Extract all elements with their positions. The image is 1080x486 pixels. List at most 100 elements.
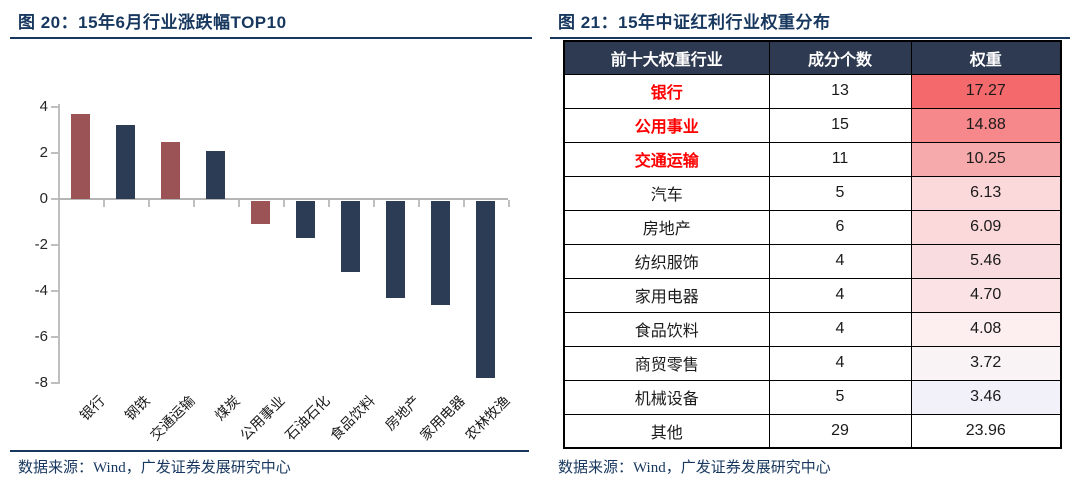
count-cell: 4 — [768, 345, 912, 381]
table-header-row: 前十大权重行业 成分个数 权重 — [563, 40, 1062, 75]
bar-家用电器 — [430, 201, 450, 305]
figure-20-title: 图 20：15年6月行业涨跌幅TOP10 — [18, 13, 287, 32]
industry-cell: 商贸零售 — [563, 345, 770, 381]
x-axis-tick — [327, 200, 330, 207]
count-cell: 6 — [768, 209, 912, 245]
x-axis-label: 交通运输 — [146, 392, 198, 444]
industry-cell: 公用事业 — [563, 107, 770, 143]
industry-cell: 房地产 — [563, 209, 770, 245]
figure-21-title-rule — [550, 37, 1070, 39]
y-axis-label: -6 — [34, 328, 48, 345]
x-axis-tick — [102, 200, 105, 207]
y-axis-tick — [51, 244, 58, 246]
industry-cell: 交通运输 — [563, 141, 770, 177]
table-row: 机械设备 5 3.46 — [563, 379, 1062, 415]
weights-table: 前十大权重行业 成分个数 权重 银行 13 17.27 公用事业 15 14.88 交通运输 11… — [563, 40, 1062, 449]
x-axis-label: 农林牧渔 — [461, 392, 513, 444]
y-axis-tick — [51, 106, 58, 108]
bar-农林牧渔 — [475, 201, 495, 379]
x-axis-label: 家用电器 — [416, 392, 468, 444]
x-axis-label: 煤炭 — [211, 392, 243, 424]
industry-cell: 机械设备 — [563, 379, 770, 415]
x-axis-tick — [507, 200, 510, 207]
weight-cell: 17.27 — [910, 73, 1062, 109]
x-axis-tick — [192, 200, 195, 207]
y-axis-tick — [51, 336, 58, 338]
count-cell: 4 — [768, 243, 912, 279]
source-note-right: 数据来源：Wind，广发证券发展研究中心 — [558, 460, 831, 476]
weight-cell: 5.46 — [910, 243, 1062, 279]
y-axis-label: 0 — [39, 190, 48, 207]
count-cell: 15 — [768, 107, 912, 143]
table-row: 交通运输 11 10.25 — [563, 141, 1062, 177]
weight-cell: 6.09 — [910, 209, 1062, 245]
x-axis-label: 银行 — [76, 392, 108, 424]
weight-cell: 3.72 — [910, 345, 1062, 381]
count-cell: 5 — [768, 175, 912, 211]
weight-cell: 14.88 — [910, 107, 1062, 143]
x-axis-tick — [417, 200, 420, 207]
weight-cell: 4.08 — [910, 311, 1062, 347]
x-axis-label: 公用事业 — [236, 392, 288, 444]
industry-cell: 纺织服饰 — [563, 243, 770, 279]
table-row: 房地产 6 6.09 — [563, 209, 1062, 245]
weight-cell: 23.96 — [910, 413, 1062, 449]
industry-cell: 家用电器 — [563, 277, 770, 313]
industry-cell: 银行 — [563, 73, 770, 109]
count-cell: 4 — [768, 277, 912, 313]
y-axis-tick — [51, 152, 58, 154]
y-axis — [58, 104, 60, 384]
count-cell: 11 — [768, 141, 912, 177]
x-axis-label: 石油石化 — [281, 392, 333, 444]
table-row: 银行 13 17.27 — [563, 73, 1062, 109]
industry-cell: 其他 — [563, 413, 770, 449]
table-row: 商贸零售 4 3.72 — [563, 345, 1062, 381]
x-axis-tick — [372, 200, 375, 207]
y-axis-label: -8 — [34, 374, 48, 391]
bar-食品饮料 — [340, 201, 360, 273]
table-row: 家用电器 4 4.70 — [563, 277, 1062, 313]
x-axis-tick — [282, 200, 285, 207]
table-row: 汽车 5 6.13 — [563, 175, 1062, 211]
weight-cell: 6.13 — [910, 175, 1062, 211]
figure-21-title: 图 21：15年中证红利行业权重分布 — [558, 13, 831, 32]
bar-钢铁 — [115, 125, 135, 199]
weight-cell: 4.70 — [910, 277, 1062, 313]
bar-银行 — [70, 113, 90, 199]
y-axis-tick — [51, 290, 58, 292]
bar-煤炭 — [205, 150, 225, 199]
count-cell: 13 — [768, 73, 912, 109]
y-axis-tick — [51, 198, 58, 200]
figure-21-panel: 图 21：15年中证红利行业权重分布 前十大权重行业 成分个数 权重 银行 13 17.… — [550, 0, 1070, 486]
y-axis-label: 4 — [39, 98, 48, 115]
count-cell: 29 — [768, 413, 912, 449]
x-axis-tick — [237, 200, 240, 207]
table-row: 食品饮料 4 4.08 — [563, 311, 1062, 347]
industry-change-bar-chart: 4 2 0 -2 -4 -6 -8 银行 钢铁 交通运输 煤炭 公用事业 石油石化 食品饮料 房地产 家用电器… — [10, 40, 532, 443]
bar-交通运输 — [160, 141, 180, 199]
x-axis-tick — [57, 200, 60, 207]
x-axis-tick — [462, 200, 465, 207]
y-axis-tick — [51, 382, 58, 384]
count-cell: 5 — [768, 379, 912, 415]
count-cell: 4 — [768, 311, 912, 347]
figure-20-title-rule — [10, 37, 532, 39]
y-axis-label: 2 — [39, 144, 48, 161]
source-note-left: 数据来源：Wind，广发证券发展研究中心 — [18, 460, 291, 476]
bar-石油石化 — [295, 201, 315, 238]
header-cell-2: 权重 — [910, 40, 1062, 75]
industry-cell: 汽车 — [563, 175, 770, 211]
x-axis-zero-line — [58, 198, 508, 200]
industry-cell: 食品饮料 — [563, 311, 770, 347]
y-axis-label: -4 — [34, 282, 48, 299]
header-cell-1: 成分个数 — [768, 40, 912, 75]
x-axis-label: 食品饮料 — [326, 392, 378, 444]
weight-cell: 3.46 — [910, 379, 1062, 415]
weight-cell: 10.25 — [910, 141, 1062, 177]
figure-20-footer-rule — [10, 450, 529, 452]
table-row: 公用事业 15 14.88 — [563, 107, 1062, 143]
table-row: 纺织服饰 4 5.46 — [563, 243, 1062, 279]
figure-20-panel: 图 20：15年6月行业涨跌幅TOP10 4 2 0 -2 -4 -6 -8 银行 钢铁 交通运输… — [10, 0, 532, 486]
header-cell-0: 前十大权重行业 — [563, 40, 770, 75]
x-axis-tick — [147, 200, 150, 207]
